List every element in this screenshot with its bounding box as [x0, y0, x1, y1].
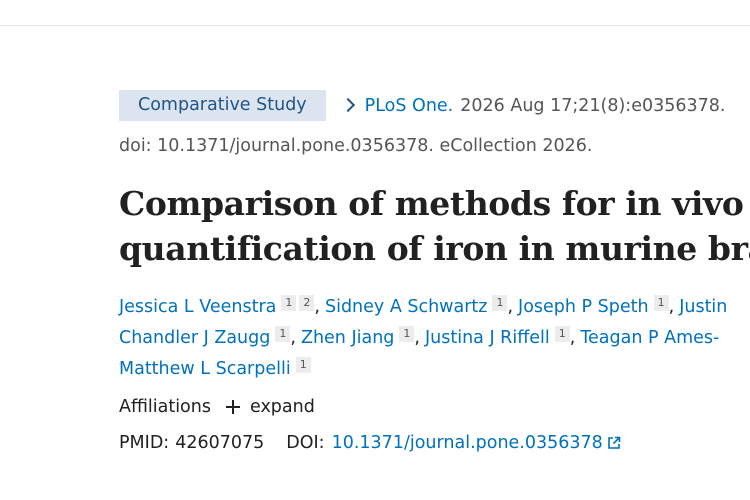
author-separator: ,: [569, 328, 576, 348]
external-link-icon[interactable]: [607, 436, 621, 450]
article-title: Comparison of methods for in vivo a quan…: [119, 181, 750, 271]
citation-line: Comparative Study PLoS One. 2026 Aug 17;…: [119, 90, 750, 121]
citation-details: 2026 Aug 17;21(8):e0356378.: [460, 95, 726, 116]
affiliation-badge[interactable]: 1: [295, 357, 311, 373]
author-list: Jessica L Veenstra 1 2, Sidney A Schwartz 1,…: [119, 292, 750, 385]
header-divider: [0, 25, 750, 26]
author-line-1: Jessica L Veenstra 1 2, Sidney A Schwartz 1,…: [119, 292, 750, 323]
plus-icon: [225, 400, 240, 414]
pmid-label: PMID:: [119, 433, 170, 453]
doi-citation-text: doi: 10.1371/journal.pone.0356378. eColl…: [119, 136, 593, 156]
author-link[interactable]: Chandler J Zaugg: [119, 328, 271, 348]
author-link[interactable]: Jessica L Veenstra: [119, 297, 277, 317]
author-link[interactable]: Joseph P Speth: [518, 297, 649, 317]
affiliations-toggle[interactable]: Affiliations expand: [119, 395, 750, 419]
author-link[interactable]: Matthew L Scarpelli: [119, 359, 291, 379]
affiliation-badge[interactable]: 1: [554, 326, 570, 342]
author-separator: ,: [314, 297, 320, 317]
identifiers-row: PMID: 42607075 DOI: 10.1371/journal.pone…: [119, 431, 750, 455]
affiliation-badge[interactable]: 1: [275, 326, 291, 342]
author-link[interactable]: Sidney A Schwartz: [324, 297, 488, 317]
affiliation-badge[interactable]: 1: [281, 295, 297, 311]
affiliations-label: Affiliations: [119, 397, 211, 417]
author-link[interactable]: Teagan P Ames-: [580, 328, 720, 348]
expand-label: expand: [249, 397, 315, 417]
pmid-value: 42607075: [175, 433, 265, 453]
author-link[interactable]: Justin: [679, 297, 728, 317]
article-title-line-1: Comparison of methods for in vivo a: [119, 184, 750, 223]
author-separator: ,: [668, 297, 675, 317]
journal-link[interactable]: PLoS One.: [364, 95, 454, 116]
chevron-right-icon[interactable]: [340, 97, 355, 112]
author-line-2: Chandler J Zaugg 1, Zhen Jiang 1, Justina J …: [119, 323, 750, 354]
author-separator: ,: [290, 328, 296, 348]
article-header: Comparative Study PLoS One. 2026 Aug 17;…: [119, 90, 750, 455]
author-separator: ,: [414, 328, 420, 348]
author-link[interactable]: Zhen Jiang: [300, 328, 395, 348]
affiliation-badge[interactable]: 1: [399, 326, 415, 342]
author-separator: ,: [507, 297, 514, 317]
doi-label: DOI:: [286, 433, 325, 453]
affiliation-badge[interactable]: 1: [492, 295, 508, 311]
affiliation-badge[interactable]: 2: [299, 295, 315, 311]
publication-type-badge: Comparative Study: [119, 90, 326, 121]
article-title-line-2: quantification of iron in murine brai: [119, 229, 750, 268]
author-link[interactable]: Justina J Riffell: [424, 328, 550, 348]
doi-link[interactable]: 10.1371/journal.pone.0356378: [331, 433, 603, 453]
affiliation-badge[interactable]: 1: [653, 295, 669, 311]
author-line-3: Matthew L Scarpelli 1: [119, 354, 750, 385]
